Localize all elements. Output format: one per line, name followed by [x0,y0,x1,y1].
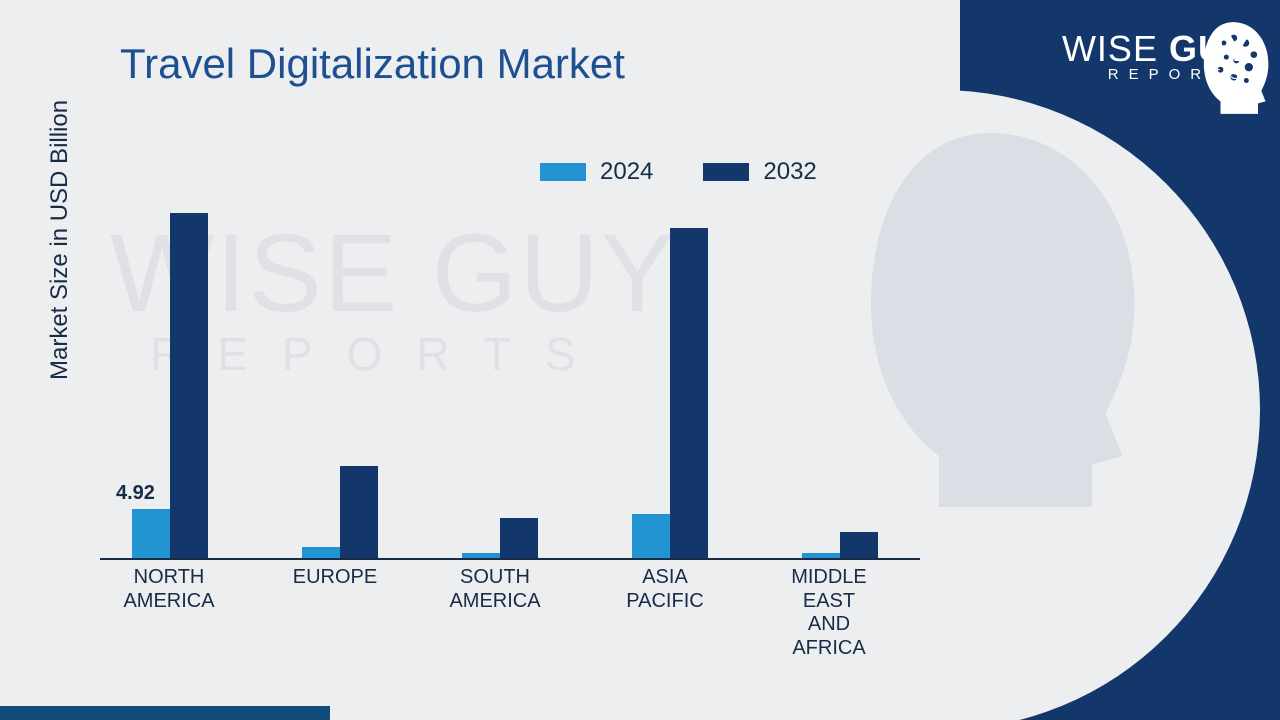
bar-2032 [840,532,878,558]
brand-logo: WISE GUY REPORTS [1062,28,1250,83]
bar-value-label: 4.92 [116,482,155,505]
legend-label-2032: 2032 [763,158,816,186]
category-label: SOUTHAMERICA [420,566,570,613]
y-axis-label: Market Size in USD Billion [46,100,74,380]
bar-2032 [340,466,378,558]
bar-2024 [462,553,500,558]
bar-2024 [802,553,840,558]
brand-word-1: WISE [1062,28,1158,69]
bar-2024 [132,509,170,558]
legend-swatch-2024 [540,163,586,181]
bar-2032 [670,228,708,558]
legend-label-2024: 2024 [600,158,653,186]
category-label: MIDDLEEASTANDAFRICA [754,566,904,660]
bar-2024 [302,547,340,558]
brand-word-2: GUY [1169,28,1250,69]
page-title: Travel Digitalization Market [120,40,625,88]
accent-strip [0,706,330,720]
bar-chart: 4.92 [100,200,920,560]
chart-legend: 2024 2032 [540,158,817,186]
bar-2024 [632,514,670,558]
legend-item-2024: 2024 [540,158,653,186]
category-label: ASIAPACIFIC [590,566,740,613]
x-axis-line [100,558,920,560]
legend-swatch-2032 [703,163,749,181]
category-label: NORTHAMERICA [94,566,244,613]
bar-2032 [500,518,538,558]
bar-2032 [170,213,208,558]
category-label: EUROPE [260,566,410,590]
legend-item-2032: 2032 [703,158,816,186]
